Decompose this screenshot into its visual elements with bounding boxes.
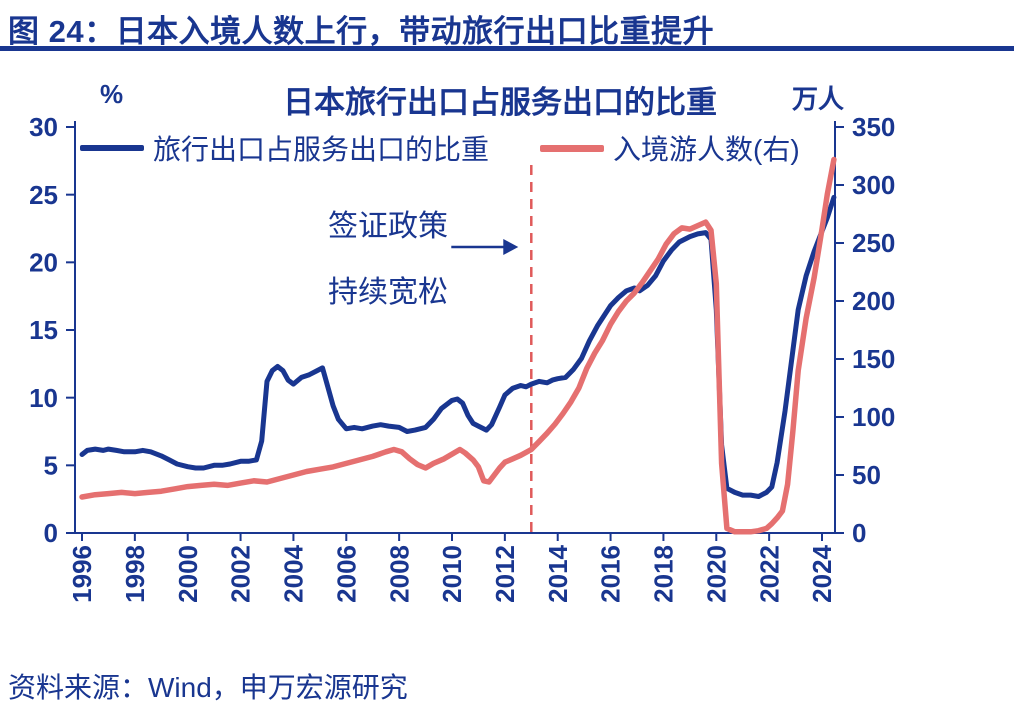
chart-title: 日本旅行出口占服务出口的比重 (283, 85, 717, 120)
svg-text:2022: 2022 (754, 545, 784, 603)
svg-text:1998: 1998 (120, 545, 150, 603)
source-note: 资料来源：Wind，申万宏源研究 (8, 672, 408, 703)
svg-text:2016: 2016 (596, 545, 626, 603)
svg-text:2010: 2010 (437, 545, 467, 603)
svg-text:2018: 2018 (649, 545, 679, 603)
svg-text:2024: 2024 (807, 544, 837, 602)
svg-text:2020: 2020 (701, 545, 731, 603)
svg-text:2006: 2006 (331, 545, 361, 603)
annotation-visa-policy: 签证政策 持续宽松 (293, 201, 483, 311)
svg-text:2004: 2004 (279, 544, 309, 602)
legend-item-travel-share: 旅行出口占服务出口的比重 (80, 131, 489, 165)
legend-label-inbound-visitors: 入境游人数(右) (613, 134, 800, 165)
svg-text:10: 10 (29, 383, 58, 413)
chart-area: 0 5 10 15 20 25 30 0 50 100 150 200 250 300 350 1996 199… (0, 55, 1014, 660)
left-axis-unit-label: % (100, 79, 124, 109)
legend-item-inbound-visitors: 入境游人数(右) (540, 131, 800, 165)
svg-text:250: 250 (852, 228, 895, 258)
svg-text:2008: 2008 (384, 545, 414, 603)
svg-text:100: 100 (852, 402, 895, 432)
svg-text:2014: 2014 (543, 544, 573, 602)
legend-swatch-travel-share (80, 145, 144, 151)
svg-text:200: 200 (852, 286, 895, 316)
svg-text:0: 0 (44, 518, 58, 548)
title-rule (0, 46, 1014, 51)
right-axis-unit-label: 万人 (792, 84, 845, 114)
svg-text:2012: 2012 (490, 545, 520, 603)
svg-text:300: 300 (852, 170, 895, 200)
figure-title: 图 24：日本入境人数上行，带动旅行出口比重提升 (8, 14, 715, 49)
svg-text:20: 20 (29, 247, 58, 277)
legend-swatch-inbound-visitors (540, 144, 604, 152)
legend-label-travel-share: 旅行出口占服务出口的比重 (153, 134, 490, 165)
svg-text:2002: 2002 (226, 545, 256, 603)
annotation-line1: 签证政策 (328, 210, 448, 243)
svg-text:350: 350 (852, 112, 895, 142)
svg-text:5: 5 (44, 450, 58, 480)
annotation-line2: 持续宽松 (328, 276, 448, 309)
svg-text:150: 150 (852, 344, 895, 374)
svg-text:30: 30 (29, 112, 58, 142)
svg-text:0: 0 (852, 518, 866, 548)
svg-text:50: 50 (852, 460, 881, 490)
svg-text:15: 15 (29, 315, 58, 345)
svg-text:25: 25 (29, 180, 58, 210)
svg-text:1996: 1996 (67, 545, 97, 603)
svg-text:2000: 2000 (173, 545, 203, 603)
